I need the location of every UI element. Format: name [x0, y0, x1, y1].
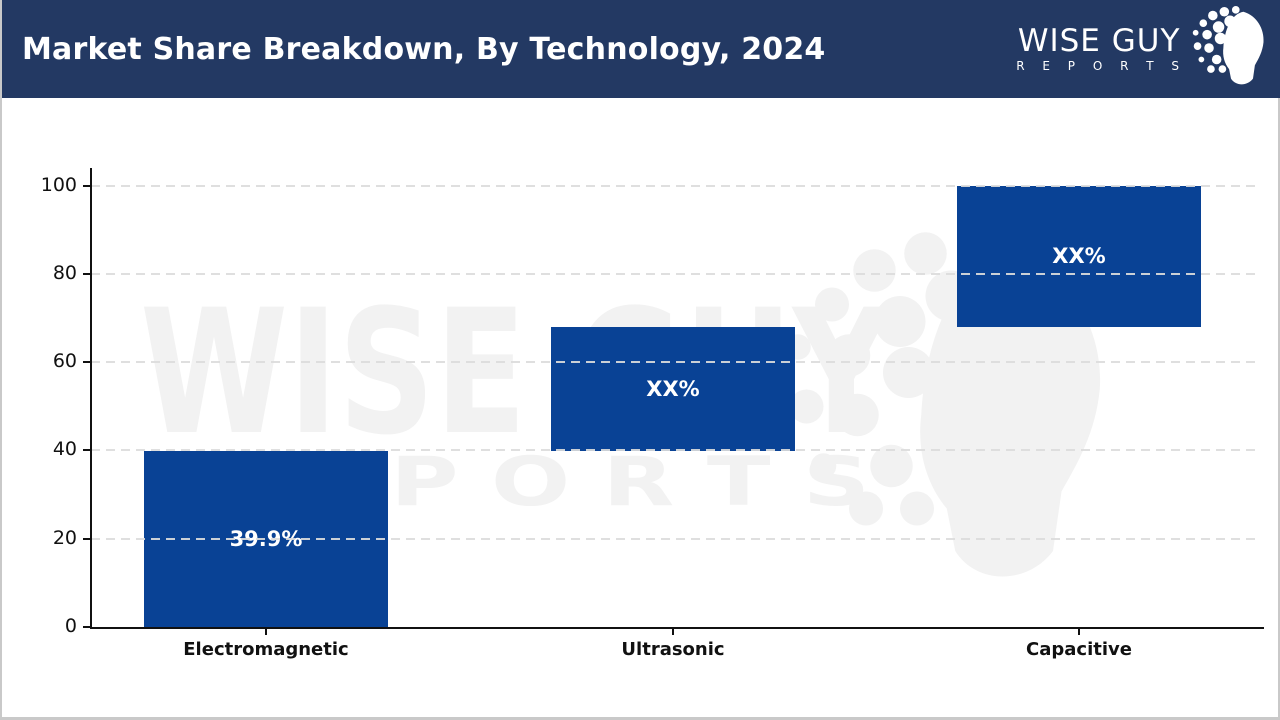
brand-logo-name: WISE GUY	[1017, 22, 1181, 59]
y-tick-label: 40	[52, 438, 77, 461]
y-tick-label: 80	[52, 261, 77, 284]
x-category-label: Capacitive	[1026, 639, 1132, 660]
page-title: Market Share Breakdown, By Technology, 2…	[22, 31, 826, 67]
bar-value-label: 39.9%	[229, 526, 303, 551]
x-tick-mark	[1078, 628, 1080, 635]
y-tick-mark	[83, 184, 91, 187]
y-tick-label: 100	[40, 173, 77, 196]
bar-value-label: XX%	[1052, 244, 1106, 269]
y-axis-line	[90, 168, 92, 629]
y-tick-mark	[83, 272, 91, 275]
header: Market Share Breakdown, By Technology, 2…	[2, 0, 1280, 98]
y-tick-mark	[83, 626, 91, 628]
bar: XX%	[957, 185, 1201, 328]
brand-logo-subtitle: R E P O R T S	[1016, 59, 1186, 74]
bar-value-label: XX%	[646, 377, 700, 402]
x-tick-mark	[265, 628, 267, 635]
brand-head-icon	[1192, 6, 1264, 85]
y-tick-mark	[83, 361, 91, 364]
y-tick-label: 20	[52, 526, 77, 549]
bar: 39.9%	[144, 450, 388, 627]
x-category-label: Electromagnetic	[183, 639, 349, 660]
brand-logo-text: WISE GUY R E P O R T S	[1012, 25, 1186, 74]
bar: XX%	[551, 327, 795, 451]
x-tick-mark	[672, 628, 674, 635]
y-tick-label: 0	[64, 615, 77, 637]
y-tick-label: 60	[52, 350, 77, 373]
brand-logo: WISE GUY R E P O R T S	[1012, 5, 1274, 93]
x-axis-line	[90, 627, 1264, 629]
y-tick-mark	[83, 449, 91, 452]
y-tick-mark	[83, 537, 91, 540]
x-category-label: Ultrasonic	[621, 639, 725, 660]
